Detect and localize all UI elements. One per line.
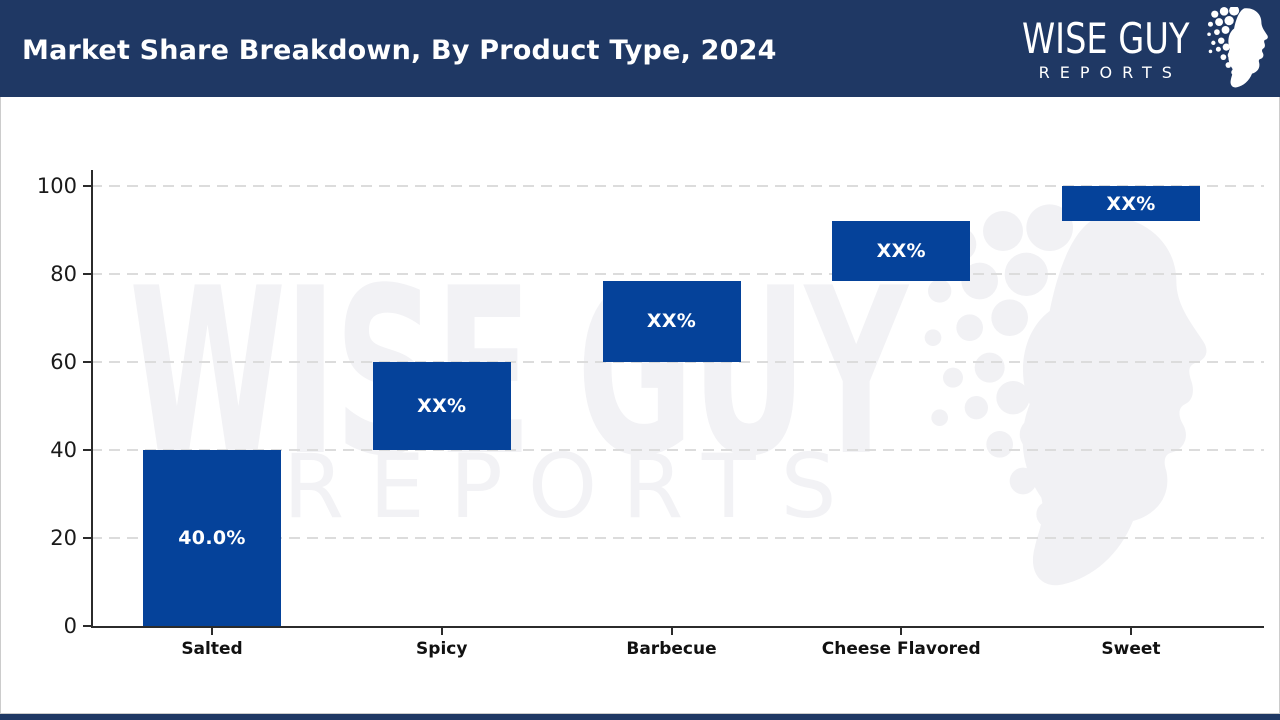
bottom-divider <box>0 713 1280 714</box>
brand-logo: WISE GUY REPORTS <box>1001 6 1270 93</box>
gridline <box>91 185 1264 187</box>
bar-value-label: XX% <box>876 239 926 262</box>
gridline <box>91 449 1264 451</box>
header-bar: Market Share Breakdown, By Product Type,… <box>0 0 1280 97</box>
bar-value-label: 40.0% <box>178 527 246 549</box>
footer-bar <box>0 714 1280 720</box>
y-tick-label: 40 <box>50 438 77 462</box>
bar: 40.0% <box>143 450 281 626</box>
bar: XX% <box>602 280 741 362</box>
gridline <box>91 537 1264 539</box>
brand-subtitle: REPORTS <box>1038 62 1182 82</box>
x-tick-label: Spicy <box>416 639 468 659</box>
x-tick-mark <box>440 628 443 635</box>
y-tick-label: 80 <box>50 262 77 286</box>
y-tick-mark <box>83 449 91 451</box>
x-tick-mark <box>670 628 673 635</box>
x-tick-label: Barbecue <box>626 639 717 659</box>
y-tick-mark <box>83 537 91 539</box>
bar-value-label: XX% <box>1106 192 1156 215</box>
y-tick-mark <box>83 625 91 627</box>
y-tick-label: 60 <box>50 350 77 374</box>
y-tick-label: 20 <box>50 526 77 550</box>
brand-name: WISE GUY <box>1021 13 1190 63</box>
bar-value-label: XX% <box>417 395 467 417</box>
plot-area: WISE GUY REPORTS 0 20 40 60 80 100 40.0% Salted… <box>0 97 1280 713</box>
bar: XX% <box>372 362 511 450</box>
x-tick-mark <box>211 628 213 635</box>
gridline <box>91 273 1264 275</box>
gridline <box>91 361 1264 363</box>
x-tick-mark <box>1130 628 1132 635</box>
y-tick-mark <box>83 273 91 275</box>
x-tick-label: Cheese Flavored <box>821 639 981 659</box>
bar-value-label: XX% <box>646 310 697 333</box>
bar: XX% <box>1062 186 1200 222</box>
brand-logo-text: WISE GUY REPORTS <box>1001 13 1210 82</box>
x-axis-line <box>91 626 1264 628</box>
y-tick-mark <box>83 185 91 187</box>
x-tick-label: Sweet <box>1101 639 1161 659</box>
watermark-subtext: REPORTS <box>283 435 862 538</box>
y-axis-line <box>91 170 93 628</box>
x-tick-label: Salted <box>181 639 243 659</box>
bar: XX% <box>832 221 971 281</box>
chart-title: Market Share Breakdown, By Product Type,… <box>22 35 777 66</box>
x-tick-mark <box>900 628 903 635</box>
y-tick-label: 0 <box>63 614 77 638</box>
brand-face-icon <box>1207 6 1268 87</box>
y-tick-mark <box>83 361 91 363</box>
y-tick-label: 100 <box>36 174 77 198</box>
